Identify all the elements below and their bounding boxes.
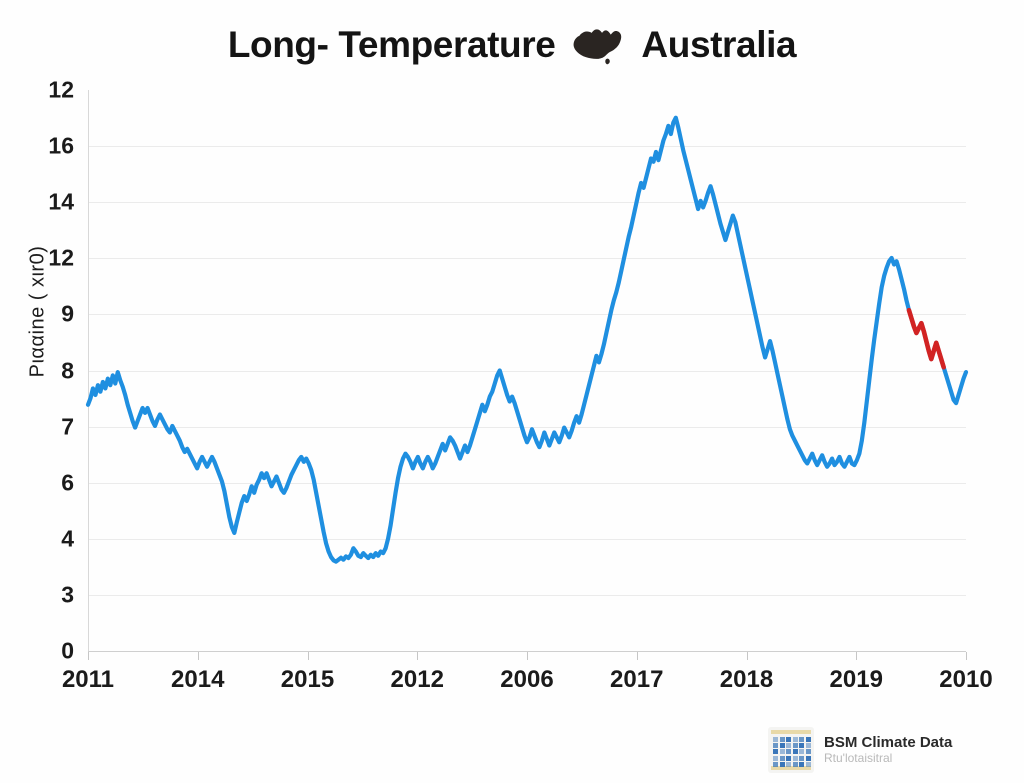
x-tick-mark	[527, 652, 528, 660]
x-tick-mark	[197, 652, 199, 660]
gridline	[88, 258, 966, 260]
y-axis-label: Pιααine ( xιr0)	[26, 245, 49, 378]
x-tick-label: 2014	[171, 666, 225, 693]
x-tick-label: 2011	[61, 666, 115, 693]
x-tick-mark	[417, 652, 419, 660]
x-tick-mark	[856, 652, 858, 660]
y-axis-line	[88, 90, 89, 652]
y-tick-label: 0	[61, 637, 74, 664]
logo-title: BSM Climate Data	[824, 734, 953, 752]
x-tick-mark	[636, 652, 638, 660]
x-axis-line	[88, 651, 966, 652]
x-tick-label: 2019	[829, 666, 883, 693]
x-tick-label: 2015	[280, 666, 335, 693]
x-tick-mark	[307, 652, 309, 660]
bsm-grid-logo-icon	[768, 727, 814, 773]
y-tick-label: 12	[48, 76, 74, 103]
x-tick-mark	[966, 652, 967, 660]
chart-title: Long- Temperature Australia	[0, 14, 1024, 76]
x-tick-label: 2010	[939, 666, 993, 693]
title-text-after: Australia	[641, 24, 797, 65]
y-tick-label: 6	[61, 469, 74, 496]
plot-area	[88, 90, 966, 652]
gridline	[88, 202, 966, 204]
australia-map-icon	[573, 29, 622, 65]
y-tick-label: 9	[61, 300, 74, 327]
brand-logo: BSM Climate Data Rtu'lotaisitral	[768, 725, 983, 775]
y-tick-label: 3	[61, 581, 74, 608]
y-tick-label: 7	[61, 413, 74, 440]
y-tick-label: 14	[48, 188, 74, 215]
logo-subtitle: Rtu'lotaisitral	[824, 751, 893, 766]
gridline	[88, 594, 966, 596]
y-tick-label: 8	[61, 357, 74, 383]
x-tick-mark	[746, 652, 748, 660]
title-text-before: Long- Temperature	[227, 24, 556, 65]
x-tick-label: 2018	[719, 666, 774, 693]
gridline	[88, 314, 966, 316]
y-tick-label: 4	[61, 525, 74, 552]
x-tick-mark	[88, 652, 89, 660]
gridline	[88, 146, 966, 148]
gridline	[88, 426, 966, 428]
x-tick-label: 2012	[390, 666, 444, 693]
gridline	[88, 482, 966, 484]
gridline	[88, 538, 966, 540]
gridline	[88, 370, 966, 372]
y-axis-ticks: 12 16 14 12 9 8 7 6 4 3 0	[14, 0, 74, 783]
x-tick-label: 2006	[500, 666, 554, 693]
x-tick-label: 2017	[610, 666, 664, 693]
y-tick-label: 16	[48, 132, 74, 159]
y-tick-label: 12	[48, 244, 74, 271]
